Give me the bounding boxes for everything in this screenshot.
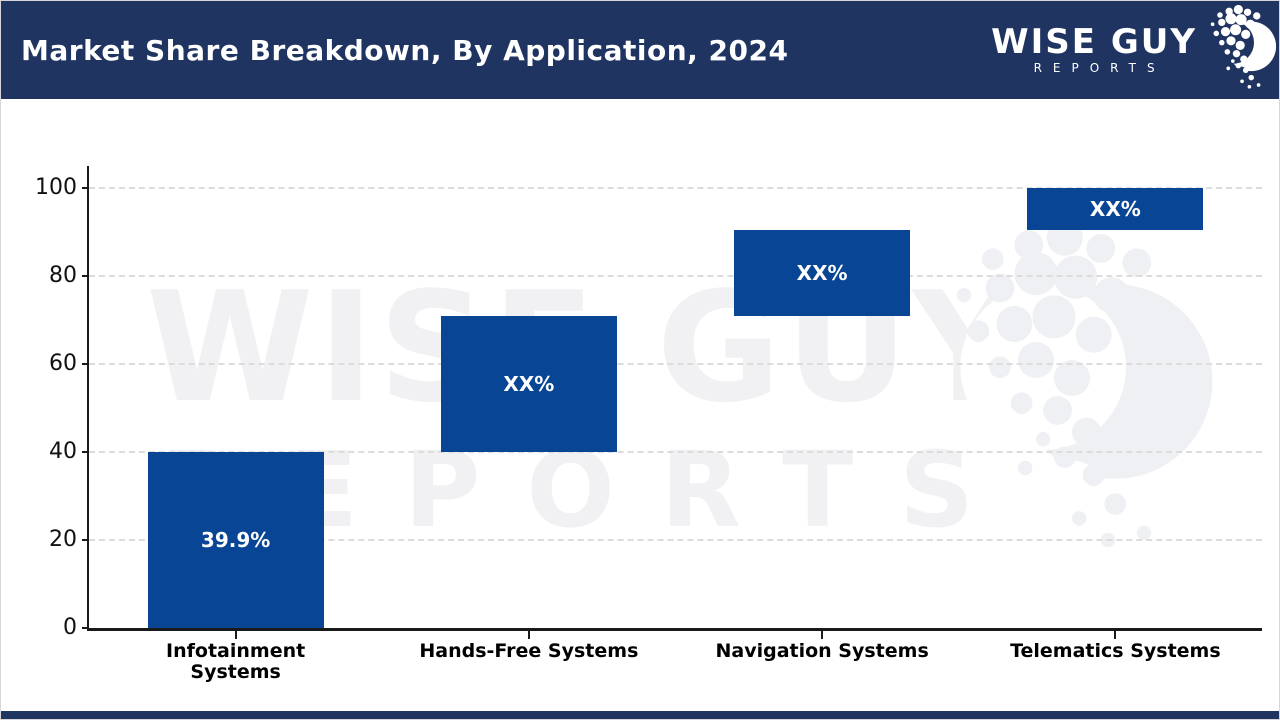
- y-tick-label-20: 20: [49, 527, 77, 552]
- category-label-navigation-systems: Navigation Systems: [715, 640, 929, 662]
- bar-hands-free-systems: XX%: [440, 316, 617, 453]
- x-tick-mark-2: [527, 631, 530, 639]
- y-tick-mark-60: [82, 363, 89, 365]
- gridline-20: [89, 539, 1262, 541]
- x-tick-mark-3: [821, 631, 824, 639]
- x-tick-mark-4: [1114, 631, 1117, 639]
- footer-bar: [1, 711, 1279, 719]
- logo-wordmark: WISE GUY: [991, 22, 1197, 62]
- y-tick-label-100: 100: [35, 175, 77, 200]
- logo-face-icon: [1210, 4, 1277, 89]
- y-tick-mark-0: [82, 627, 89, 629]
- gridline-100: [89, 187, 1262, 189]
- y-tick-label-40: 40: [49, 439, 77, 464]
- y-tick-label-60: 60: [49, 351, 77, 376]
- x-tick-mark-1: [234, 631, 237, 639]
- y-tick-label-80: 80: [49, 263, 77, 288]
- gridline-60: [89, 363, 1262, 365]
- gridline-40: [89, 451, 1262, 453]
- wise-guy-reports-logo: WISE GUY REPORTS: [991, 4, 1279, 96]
- header-bar: Market Share Breakdown, By Application, …: [1, 1, 1279, 99]
- y-tick-mark-80: [82, 275, 89, 277]
- logo-subtext: REPORTS: [1033, 61, 1166, 75]
- bar-value-label: XX%: [796, 261, 848, 286]
- y-tick-mark-20: [82, 539, 89, 541]
- bar-navigation-systems: XX%: [734, 230, 911, 317]
- x-axis-line: [87, 628, 1262, 631]
- y-tick-label-0: 0: [63, 615, 77, 640]
- bar-value-label: 39.9%: [200, 528, 271, 553]
- y-tick-mark-100: [82, 187, 89, 189]
- bar-telematics-systems: XX%: [1027, 188, 1204, 231]
- category-label-infotainment-systems: Infotainment Systems: [166, 640, 306, 683]
- bar-value-label: XX%: [503, 372, 555, 397]
- bar-infotainment-systems: 39.9%: [147, 452, 324, 628]
- y-axis-line: [87, 166, 89, 630]
- y-tick-mark-40: [82, 451, 89, 453]
- bar-value-label: XX%: [1089, 197, 1141, 222]
- category-label-telematics-systems: Telematics Systems: [1010, 640, 1221, 662]
- category-label-hands-free-systems: Hands-Free Systems: [419, 640, 639, 662]
- gridline-80: [89, 275, 1262, 277]
- page-title: Market Share Breakdown, By Application, …: [21, 33, 789, 67]
